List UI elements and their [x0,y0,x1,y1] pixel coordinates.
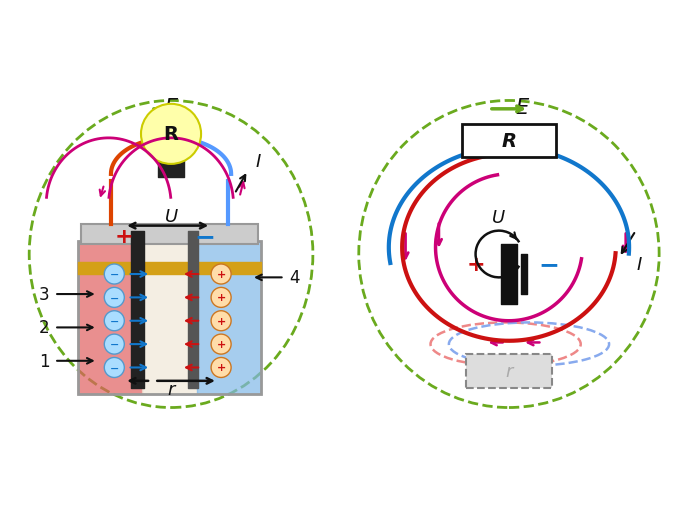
Text: E: E [515,98,529,118]
Text: +: + [216,269,226,279]
Circle shape [104,265,124,285]
Circle shape [211,288,231,308]
Text: 4: 4 [289,269,300,287]
Text: −: − [109,316,119,326]
Circle shape [211,265,231,285]
Text: +: + [466,254,485,274]
Text: −: − [109,340,119,349]
Text: −: − [539,252,560,276]
Text: E: E [165,98,177,118]
Circle shape [104,358,124,378]
Circle shape [104,311,124,331]
Text: 2: 2 [39,319,50,337]
Text: +: + [216,316,226,326]
Circle shape [211,334,231,354]
Text: −: − [109,293,119,303]
Text: r: r [505,362,513,380]
Text: I: I [636,256,642,273]
Polygon shape [81,224,258,244]
Text: 1: 1 [39,352,50,370]
Text: R: R [501,132,516,151]
Polygon shape [466,354,552,388]
Text: −: − [109,363,119,373]
Circle shape [211,311,231,331]
Circle shape [104,288,124,308]
Text: I: I [255,152,260,170]
Circle shape [141,105,201,164]
Text: +: + [216,363,226,373]
Text: r: r [167,380,175,399]
Circle shape [104,334,124,354]
Text: U: U [165,207,177,225]
Text: −: − [109,269,119,279]
Text: +: + [216,340,226,349]
Text: +: + [216,293,226,303]
Text: −: − [194,224,215,248]
Circle shape [211,358,231,378]
Text: U: U [492,209,505,227]
Text: R: R [164,125,179,144]
Text: 3: 3 [39,286,50,303]
Polygon shape [462,125,556,158]
Text: +: + [115,226,134,246]
